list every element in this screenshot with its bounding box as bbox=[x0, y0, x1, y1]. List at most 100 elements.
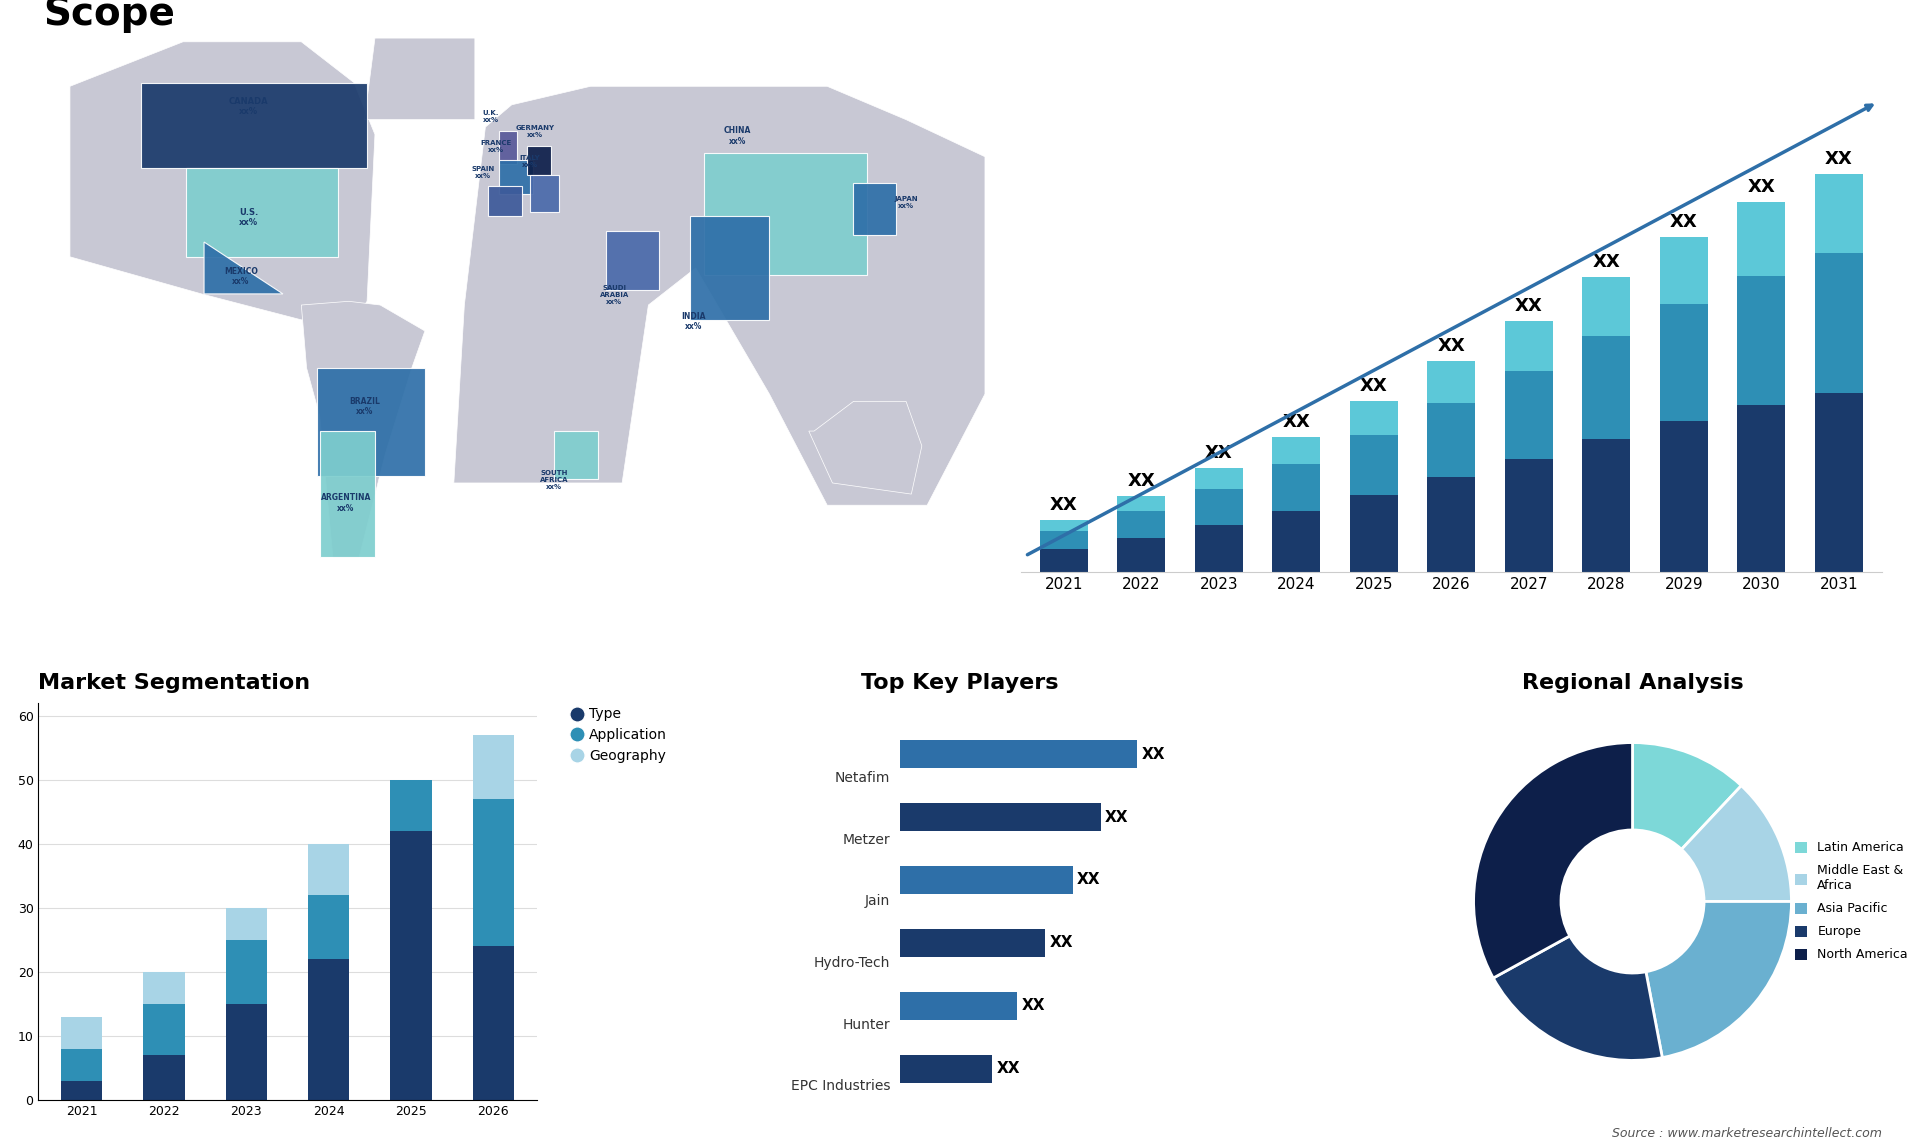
Text: XX: XX bbox=[1359, 377, 1388, 394]
Polygon shape bbox=[499, 131, 516, 164]
Bar bbox=[1661, 237, 1709, 305]
Text: SAUDI
ARABIA
xx%: SAUDI ARABIA xx% bbox=[599, 285, 630, 305]
Bar bbox=[144, 1055, 184, 1100]
Text: U.K.
xx%: U.K. xx% bbox=[482, 110, 499, 124]
Text: XX: XX bbox=[1747, 178, 1776, 196]
Polygon shape bbox=[453, 86, 985, 505]
Bar bbox=[1041, 531, 1089, 549]
Polygon shape bbox=[204, 242, 282, 293]
Legend: Latin America, Middle East &
Africa, Asia Pacific, Europe, North America: Latin America, Middle East & Africa, Asi… bbox=[1789, 837, 1912, 966]
Wedge shape bbox=[1645, 902, 1791, 1058]
Polygon shape bbox=[499, 160, 532, 194]
Bar bbox=[1350, 435, 1398, 495]
Polygon shape bbox=[186, 167, 338, 257]
Text: U.S.
xx%: U.S. xx% bbox=[240, 207, 259, 227]
Text: EPC Industries: EPC Industries bbox=[791, 1080, 891, 1093]
Bar bbox=[1661, 422, 1709, 572]
Text: INDIA
xx%: INDIA xx% bbox=[682, 312, 705, 331]
Bar bbox=[307, 843, 349, 895]
Bar bbox=[1350, 401, 1398, 435]
Bar bbox=[1738, 276, 1786, 406]
Legend: Type, Application, Geography: Type, Application, Geography bbox=[568, 701, 672, 769]
Bar bbox=[1582, 439, 1630, 572]
Text: ITALY
xx%: ITALY xx% bbox=[520, 155, 540, 167]
Bar bbox=[1814, 253, 1862, 393]
Bar bbox=[390, 831, 432, 1100]
Polygon shape bbox=[553, 431, 599, 479]
Polygon shape bbox=[140, 83, 367, 167]
Text: XX: XX bbox=[1283, 413, 1309, 431]
Bar bbox=[390, 779, 432, 831]
Text: XX: XX bbox=[1670, 213, 1697, 231]
Polygon shape bbox=[69, 41, 374, 320]
Text: FRANCE
xx%: FRANCE xx% bbox=[480, 140, 511, 154]
Text: ARGENTINA
xx%: ARGENTINA xx% bbox=[321, 493, 371, 512]
Bar bbox=[227, 1004, 267, 1100]
Text: XX: XX bbox=[1050, 496, 1077, 515]
Text: MEXICO
xx%: MEXICO xx% bbox=[225, 267, 257, 286]
Bar bbox=[1194, 525, 1242, 572]
Polygon shape bbox=[317, 368, 424, 476]
Bar bbox=[1738, 406, 1786, 572]
Bar bbox=[1273, 437, 1321, 464]
Bar bbox=[1427, 361, 1475, 403]
Polygon shape bbox=[607, 230, 659, 290]
Text: GERMANY
xx%: GERMANY xx% bbox=[516, 125, 555, 139]
Wedge shape bbox=[1682, 786, 1791, 902]
Polygon shape bbox=[691, 217, 770, 320]
Text: XX: XX bbox=[1206, 445, 1233, 463]
Polygon shape bbox=[808, 401, 922, 494]
Bar bbox=[1661, 305, 1709, 422]
Bar bbox=[1505, 460, 1553, 572]
Bar bbox=[1194, 489, 1242, 525]
Bar bbox=[1041, 549, 1089, 572]
Title: Top Key Players: Top Key Players bbox=[862, 673, 1058, 693]
Text: SPAIN
xx%: SPAIN xx% bbox=[470, 166, 493, 179]
Bar bbox=[1505, 371, 1553, 460]
Bar bbox=[1350, 495, 1398, 572]
Polygon shape bbox=[321, 431, 374, 557]
Text: Netafim: Netafim bbox=[835, 771, 891, 785]
Bar bbox=[307, 895, 349, 959]
Bar bbox=[1738, 202, 1786, 276]
Polygon shape bbox=[301, 301, 424, 557]
Bar bbox=[1194, 469, 1242, 489]
Bar bbox=[61, 1049, 102, 1081]
Bar bbox=[1582, 277, 1630, 336]
Wedge shape bbox=[1494, 936, 1663, 1060]
Text: SOUTH
AFRICA
xx%: SOUTH AFRICA xx% bbox=[540, 470, 568, 490]
Bar bbox=[1427, 477, 1475, 572]
Bar bbox=[472, 947, 515, 1100]
Bar bbox=[1814, 174, 1862, 253]
Text: CANADA
xx%: CANADA xx% bbox=[228, 96, 269, 116]
Text: CHINA
xx%: CHINA xx% bbox=[724, 126, 751, 146]
Bar bbox=[1117, 496, 1165, 511]
Text: JAPAN
xx%: JAPAN xx% bbox=[895, 196, 918, 209]
Text: Source : www.marketresearchintellect.com: Source : www.marketresearchintellect.com bbox=[1611, 1128, 1882, 1140]
Bar bbox=[1117, 537, 1165, 572]
Polygon shape bbox=[365, 38, 474, 119]
Bar bbox=[61, 1081, 102, 1100]
Text: BRAZIL
xx%: BRAZIL xx% bbox=[349, 397, 380, 416]
Text: Jain: Jain bbox=[866, 895, 891, 909]
Bar bbox=[1273, 511, 1321, 572]
Bar bbox=[227, 908, 267, 940]
Bar bbox=[1117, 511, 1165, 537]
Bar bbox=[1427, 403, 1475, 477]
Bar bbox=[61, 1017, 102, 1049]
Text: Market Segmentation: Market Segmentation bbox=[38, 673, 311, 693]
Polygon shape bbox=[488, 187, 522, 217]
Bar bbox=[144, 972, 184, 1004]
Bar bbox=[144, 1004, 184, 1055]
Text: XX: XX bbox=[1592, 253, 1620, 272]
Text: Metzer: Metzer bbox=[843, 833, 891, 847]
Polygon shape bbox=[530, 175, 559, 212]
Bar bbox=[1505, 321, 1553, 371]
Text: Hydro-Tech: Hydro-Tech bbox=[814, 956, 891, 971]
Text: Hunter: Hunter bbox=[843, 1018, 891, 1031]
Bar bbox=[1582, 336, 1630, 439]
Bar bbox=[227, 940, 267, 1004]
Polygon shape bbox=[854, 182, 895, 235]
Bar bbox=[1041, 520, 1089, 531]
Text: XX: XX bbox=[1127, 472, 1156, 490]
